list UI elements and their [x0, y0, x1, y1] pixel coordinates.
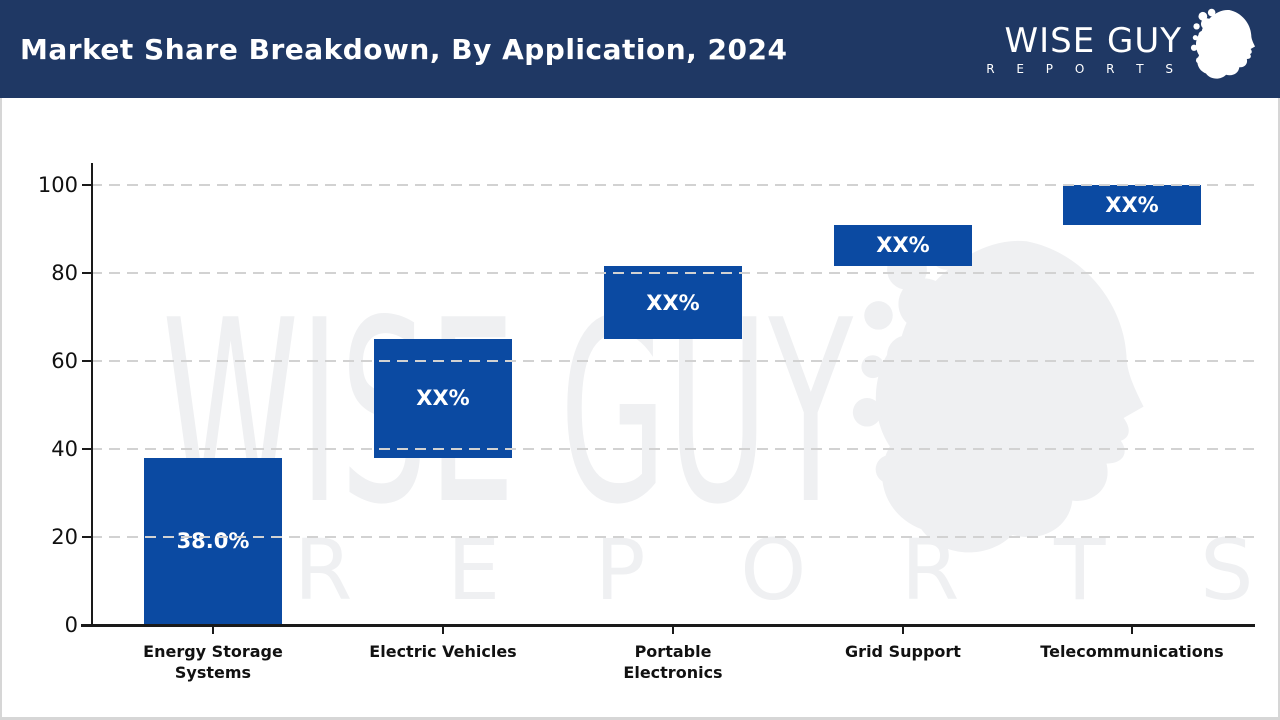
- watermark-subtitle: R E P O R T S: [294, 521, 1280, 619]
- x-category-label-line: Electronics: [623, 663, 723, 682]
- x-tick-mark: [672, 627, 674, 634]
- bar-value-label: XX%: [416, 386, 470, 411]
- y-tick-mark-100: [82, 184, 91, 186]
- logo-subtitle: R E P O R T S: [986, 61, 1182, 76]
- header-bar: Market Share Breakdown, By Application, …: [0, 0, 1280, 98]
- logo-wordmark: WISE GUY: [1004, 20, 1182, 61]
- x-category-label-line: Portable: [634, 642, 712, 661]
- y-tick-label: 100: [37, 173, 78, 197]
- x-category-label-line: Telecommunications: [1040, 642, 1224, 661]
- bar-value-label: XX%: [1105, 192, 1159, 217]
- chart-panel: WISE GUY R E P O R T S 0 20 40 60 80 100 38.0%…: [0, 98, 1280, 720]
- y-tick-mark-80: [82, 272, 91, 274]
- bar-segment: XX%: [1063, 185, 1201, 225]
- gridline-100: [91, 184, 1255, 186]
- x-category-label: Energy Storage Systems: [93, 641, 333, 683]
- y-tick-mark-40: [82, 448, 91, 450]
- logo-head-icon: [1190, 8, 1256, 79]
- y-axis-spine: [91, 163, 93, 627]
- y-tick-label: 20: [51, 525, 78, 549]
- y-tick-mark-60: [82, 360, 91, 362]
- x-tick-mark: [1131, 627, 1133, 634]
- x-category-label: Electric Vehicles: [323, 641, 563, 662]
- gridline-80: [91, 272, 1255, 274]
- x-category-label: Telecommunications: [1012, 641, 1252, 662]
- bar-segment: XX%: [834, 224, 972, 267]
- x-tick-mark: [442, 627, 444, 634]
- bar-value-label: XX%: [646, 290, 700, 315]
- bar-value-label: 38.0%: [176, 529, 250, 554]
- x-category-label-line: Energy Storage: [143, 642, 283, 661]
- x-category-label: Grid Support: [783, 641, 1023, 662]
- gridline-60: [91, 360, 1255, 362]
- x-tick-mark: [212, 627, 214, 634]
- page-title: Market Share Breakdown, By Application, …: [20, 32, 788, 66]
- y-tick-mark-20: [82, 536, 91, 538]
- wise-guy-logo: WISE GUY R E P O R T S: [986, 5, 1280, 93]
- gridline-20: [91, 536, 1255, 538]
- y-tick-label: 0: [64, 613, 78, 637]
- x-axis-spine: [81, 624, 1255, 627]
- y-tick-label: 60: [51, 349, 78, 373]
- x-tick-mark: [902, 627, 904, 634]
- watermark-head-icon: [852, 235, 1144, 553]
- x-category-label-line: Systems: [174, 663, 252, 682]
- bar-segment: XX%: [604, 266, 742, 339]
- bar-segment: 38.0%: [144, 457, 282, 625]
- x-category-label: Portable Electronics: [553, 641, 793, 683]
- x-category-label-line: Electric Vehicles: [369, 642, 517, 661]
- bar-segment: XX%: [374, 339, 512, 458]
- bar-value-label: XX%: [876, 233, 930, 258]
- y-tick-label: 80: [51, 261, 78, 285]
- logo-text: WISE GUY R E P O R T S: [986, 24, 1182, 75]
- y-tick-label: 40: [51, 437, 78, 461]
- gridline-40: [91, 448, 1255, 450]
- x-category-label-line: Grid Support: [845, 642, 961, 661]
